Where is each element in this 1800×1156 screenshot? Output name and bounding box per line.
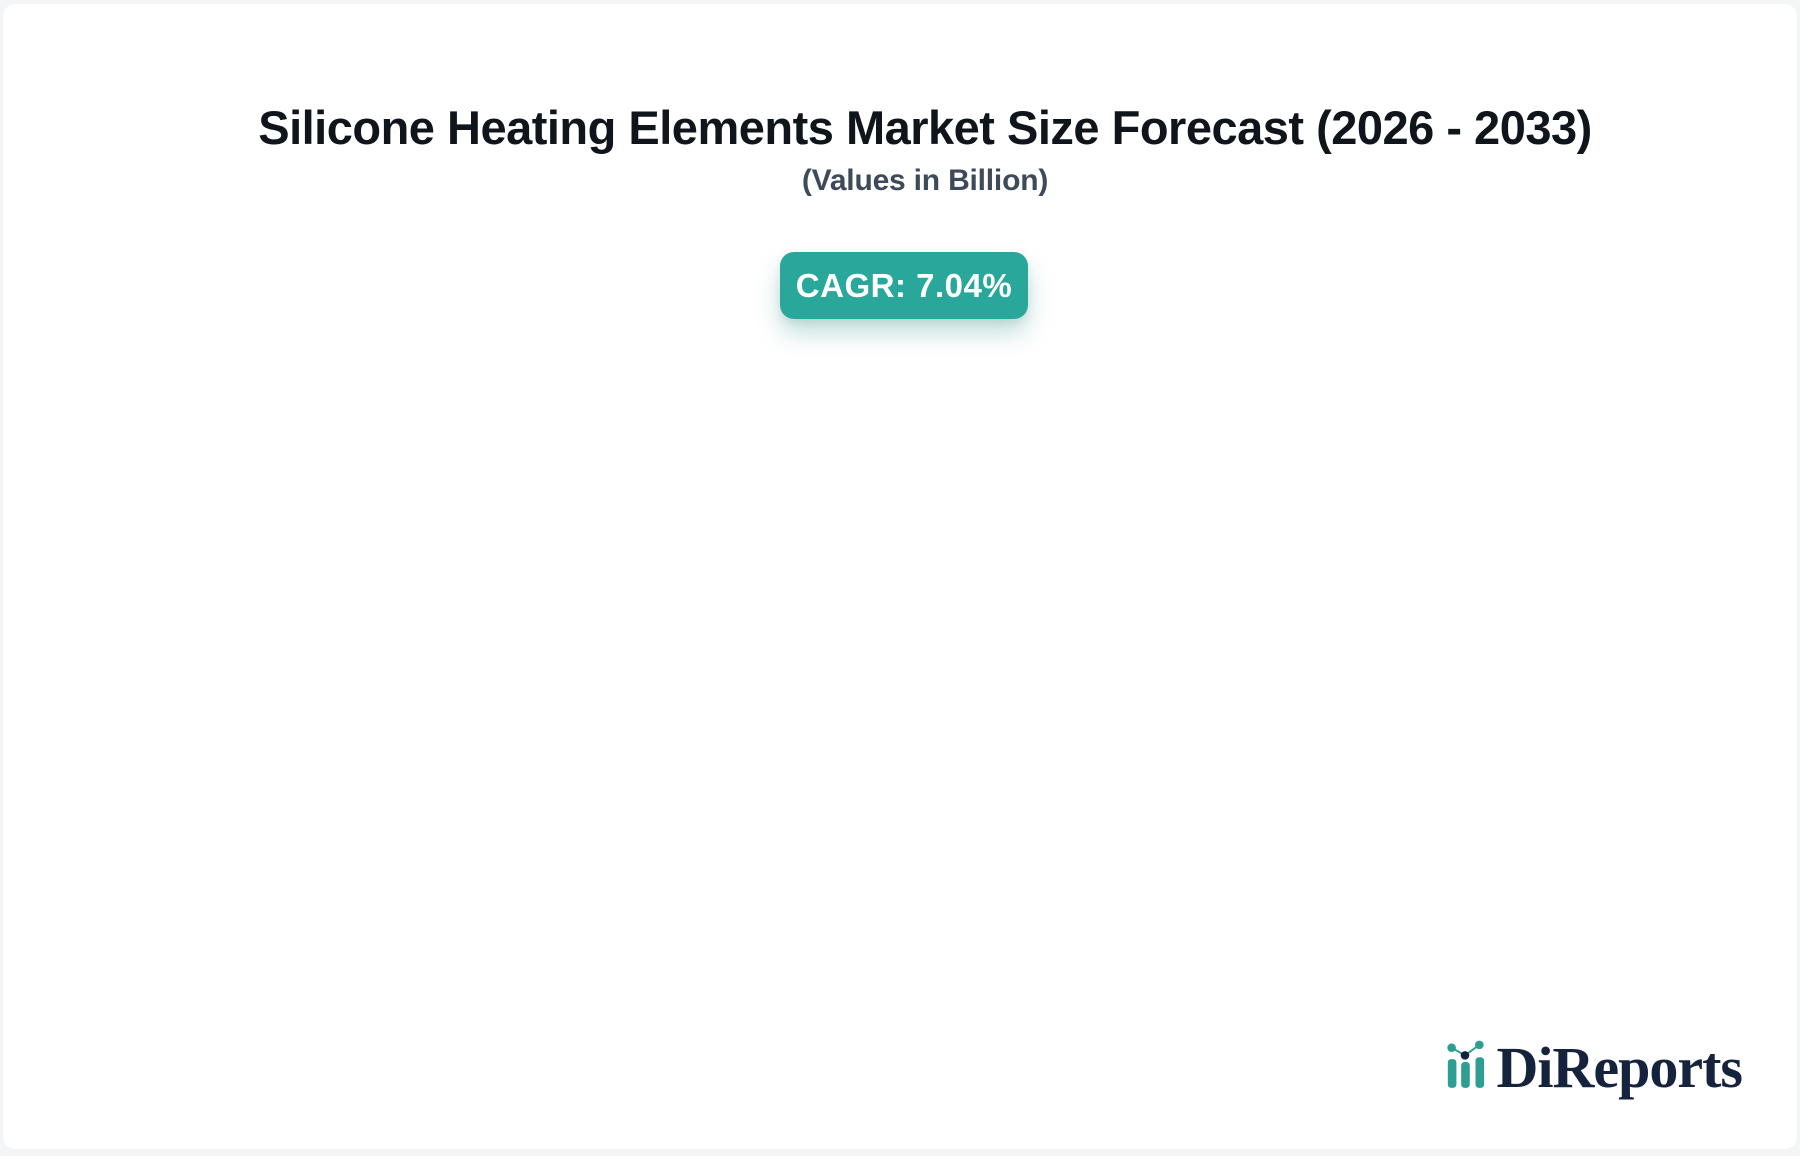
direports-logo-text: DiReports	[1496, 1034, 1743, 1100]
chart-subtitle: (Values in Billion)	[801, 163, 1049, 197]
direports-logo-icon	[1447, 1040, 1485, 1088]
chart-header: Silicone Heating Elements Market Size Fo…	[0, 102, 1800, 198]
chart-title: Silicone Heating Elements Market Size Fo…	[258, 101, 1592, 154]
cagr-badge-label: CAGR: 7.04%	[795, 266, 1013, 304]
cagr-badge: CAGR: 7.04%	[780, 252, 1028, 319]
chart-card	[3, 4, 1797, 1149]
direports-logo: DiReports	[1444, 1034, 1743, 1100]
